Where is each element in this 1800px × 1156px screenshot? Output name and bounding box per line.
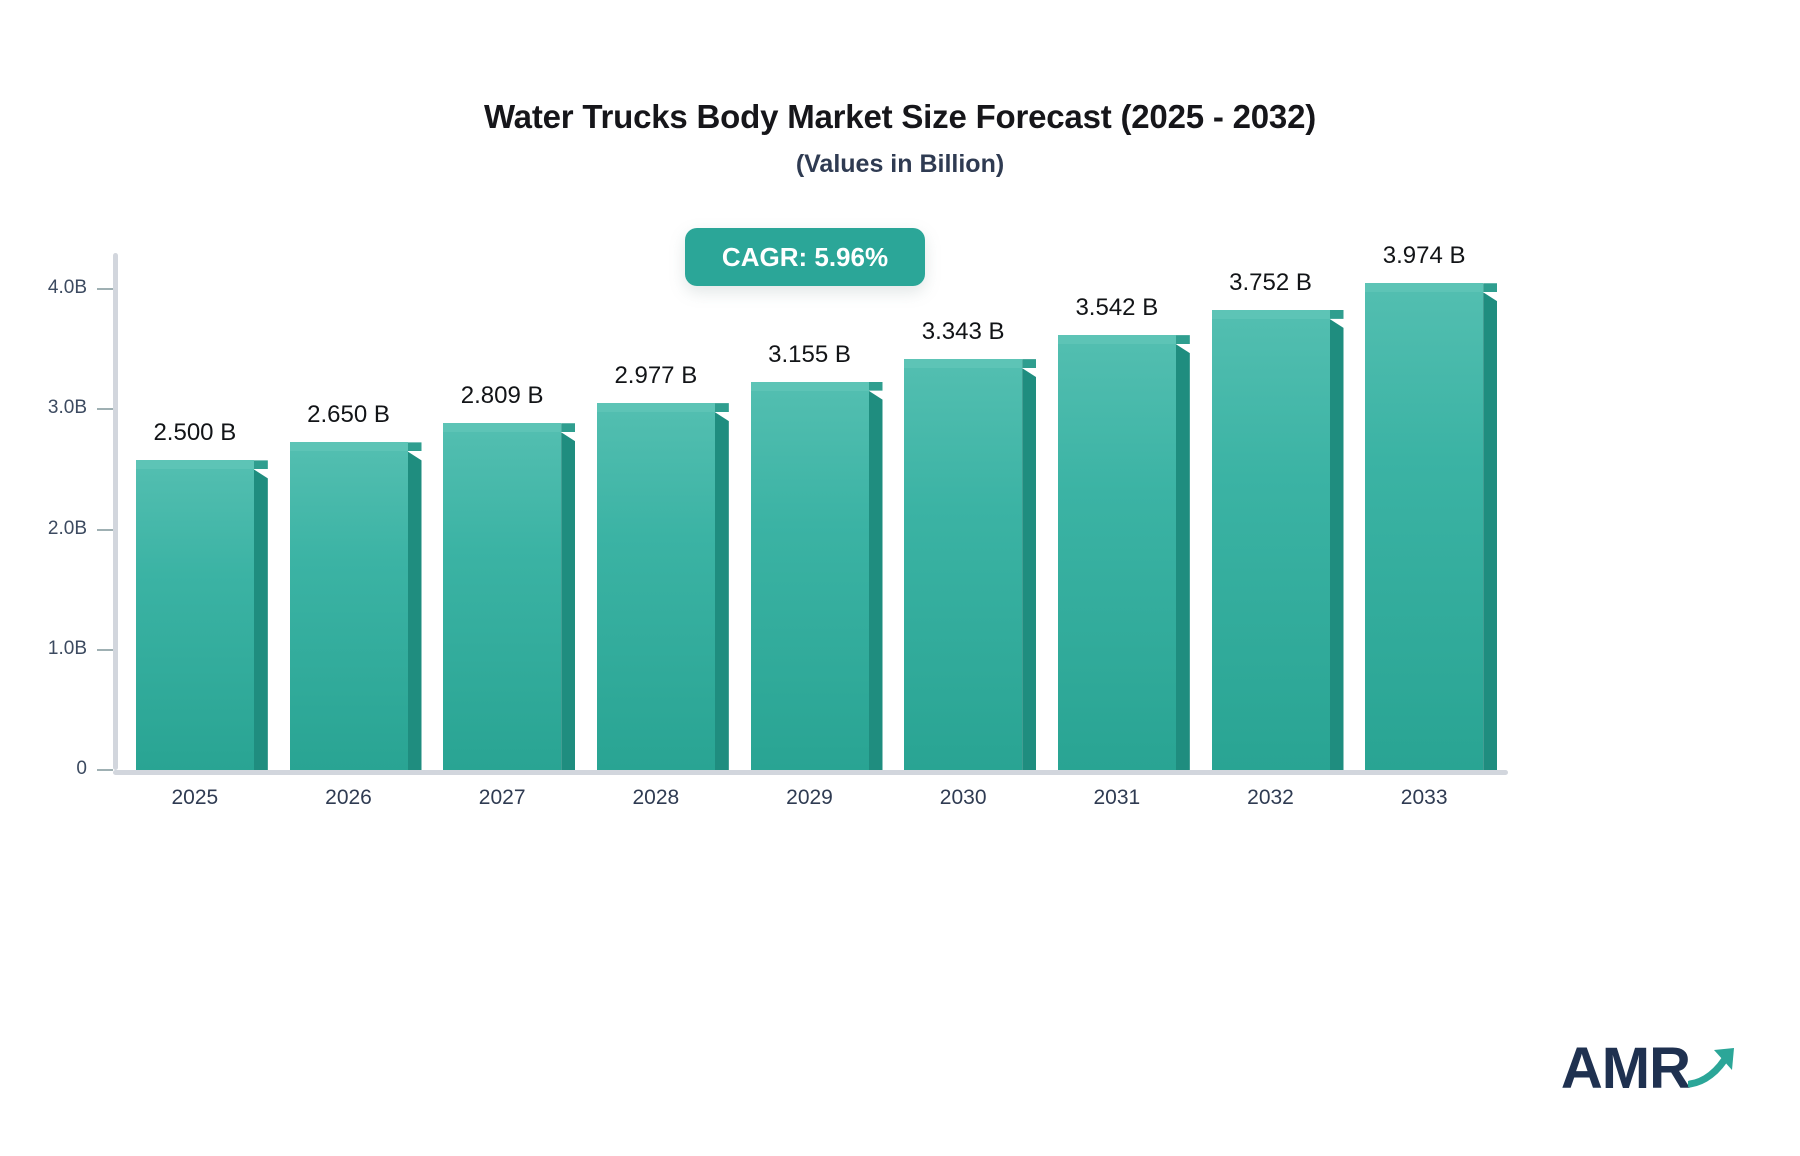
x-axis-label: 2031 (1093, 786, 1141, 809)
bar[interactable] (904, 359, 1037, 770)
bar-top-face (596, 403, 715, 413)
bar-side-face (253, 469, 268, 770)
bar[interactable] (750, 381, 883, 770)
bar-top-face (135, 460, 254, 470)
bar-side-face (1175, 344, 1190, 770)
x-axis-label: 2025 (171, 786, 219, 809)
bar-side-face (561, 432, 576, 770)
amr-logo: AMR (1561, 1040, 1742, 1098)
y-axis-tick-dash (97, 288, 113, 291)
y-axis-tick-label: 0 (76, 758, 87, 779)
x-axis-label: 2032 (1247, 786, 1294, 809)
bar-top-face (904, 359, 1023, 369)
bar-top-side-face (1483, 283, 1498, 293)
y-axis-tick-dash (97, 408, 113, 411)
bar-series: 2.500 B 2.650 B 2.809 B 2.977 B 3.155 B 3.343… (118, 242, 1501, 770)
title-block: Water Trucks Body Market Size Forecast (… (0, 98, 1800, 179)
logo-text: AMR (1560, 1036, 1691, 1101)
bar-top-side-face (1329, 309, 1344, 319)
bar-value-label: 3.542 B (1075, 294, 1159, 322)
bar-top-side-face (868, 381, 883, 391)
y-axis-tick-dash (97, 648, 113, 651)
bar[interactable] (135, 460, 268, 770)
bar-value-label: 2.809 B (460, 382, 544, 410)
bar-top-face (1365, 283, 1484, 293)
bar-value-label: 2.500 B (153, 419, 237, 447)
bar[interactable] (1057, 335, 1190, 770)
y-axis-tick-dash (97, 769, 113, 771)
y-axis-line (113, 253, 118, 770)
bar-value-label: 3.752 B (1229, 268, 1312, 296)
bar-top-side-face (407, 442, 422, 452)
bar-top-side-face (714, 403, 729, 413)
bar[interactable] (596, 403, 729, 770)
bar-top-face (750, 381, 869, 391)
chart-subtitle: (Values in Billion) (795, 149, 1005, 178)
y-axis-tick-dash (97, 528, 113, 531)
bar-top-face (443, 423, 562, 433)
x-axis-line (113, 770, 1508, 775)
bar-side-face (1022, 368, 1037, 770)
bar-column[interactable]: 2.500 B (135, 253, 268, 770)
x-axis-label: 2033 (1400, 786, 1448, 809)
bar-side-face (868, 390, 883, 770)
bar-value-label: 3.974 B (1382, 242, 1466, 270)
bar-value-label: 2.650 B (307, 401, 390, 429)
bar-top-face (289, 442, 408, 452)
bar-column[interactable]: 2.977 B (596, 253, 729, 770)
bar-value-label: 3.343 B (921, 318, 1005, 346)
x-axis-label: 2030 (939, 786, 987, 809)
trend-up-arrow-icon (1688, 1048, 1734, 1088)
page-title: Water Trucks Body Market Size Forecast (… (483, 98, 1317, 135)
bar-column[interactable]: 3.155 B (750, 253, 883, 770)
bar-top-face (1211, 309, 1330, 319)
bar[interactable] (1365, 283, 1498, 770)
bar-top-side-face (253, 460, 268, 470)
x-axis-label: 2027 (478, 786, 526, 809)
bar-column[interactable]: 3.974 B (1365, 242, 1498, 770)
y-axis-tick-label: 3.0B (47, 397, 87, 419)
bar-column[interactable]: 2.650 B (289, 253, 422, 770)
bar[interactable] (289, 442, 422, 770)
bar-side-face (1329, 318, 1344, 770)
x-axis-labels: 2025 2026 2027 2028 2029 2030 2031 2032 2033 (113, 786, 1501, 826)
y-axis-tick-label: 4.0B (47, 277, 87, 299)
bar-top-side-face (1175, 335, 1190, 345)
bar-top-face (1057, 335, 1176, 345)
x-axis-label: 2029 (786, 786, 833, 809)
x-axis-label: 2026 (325, 786, 372, 809)
bar-column[interactable]: 3.343 B (904, 253, 1037, 770)
bar-side-face (407, 451, 422, 770)
bar-value-label: 2.977 B (614, 362, 698, 390)
y-axis-tick-label: 1.0B (47, 637, 87, 659)
bar-column[interactable]: 3.542 B (1057, 253, 1190, 770)
bar-value-label: 3.155 B (768, 340, 851, 368)
bar-top-side-face (1022, 359, 1037, 369)
bar-side-face (714, 412, 729, 770)
bar-side-face (1483, 292, 1498, 770)
cagr-badge: CAGR: 5.96% (685, 228, 925, 286)
bar[interactable] (443, 423, 576, 770)
bar[interactable] (1211, 309, 1344, 770)
x-axis-label: 2028 (632, 786, 680, 809)
bar-top-side-face (561, 423, 576, 433)
bar-column[interactable]: 3.752 B (1211, 253, 1344, 770)
bar-column[interactable]: 2.809 B (443, 253, 576, 770)
y-axis-tick-label: 2.0B (47, 517, 87, 539)
